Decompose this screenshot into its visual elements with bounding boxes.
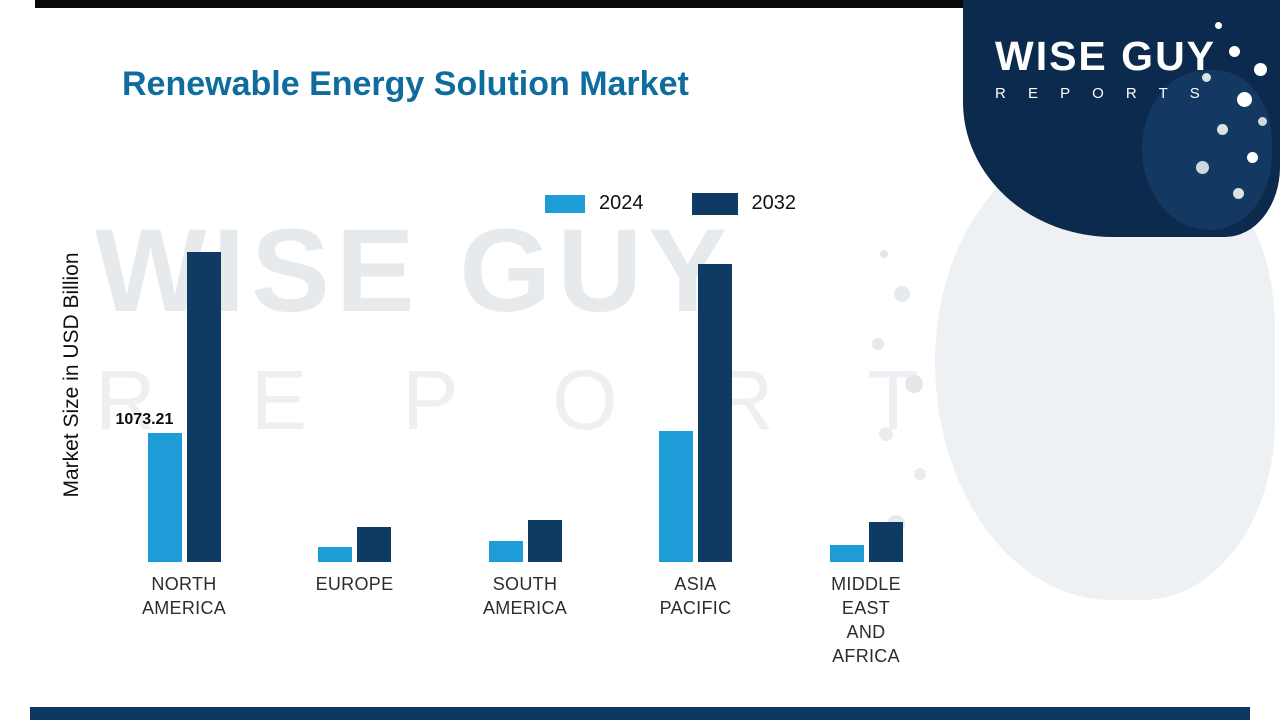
category-label-asia-pacific: ASIA PACIFIC [659,574,732,618]
bar-2032-asia-pacific [698,264,732,562]
bar-2032-middle-east-and-africa [868,522,903,562]
page-title: Renewable Energy Solution Market [122,64,689,103]
bar-2032-south-america [527,520,562,562]
bottom-accent-bar [30,707,1250,720]
bar-group-north-america: 1073.21 NORTH AMERICA [100,250,268,668]
bar-2024-middle-east-and-africa [829,545,864,562]
category-label-north-america: NORTH AMERICA [141,574,227,618]
top-accent-bar [35,0,963,8]
logo-text: WISE GUY R E P O R T S [995,33,1217,103]
bars-area: 1073.21 NORTH AMERICA EUROPE SOUTH AMERICA A… [100,250,950,668]
bar-2032-north-america [186,252,221,562]
logo-dots-pattern [1215,22,1222,29]
wise-guy-reports-logo: WISE GUY R E P O R T S [963,0,1280,237]
y-axis-label: Market Size in USD Billion [60,252,83,498]
logo-name: WISE GUY [995,33,1217,79]
category-label-europe: EUROPE [315,574,394,594]
bar-2032-europe [357,527,391,562]
dots-watermark [880,250,888,258]
legend-swatch-2032 [691,192,738,215]
category-label-south-america: SOUTH AMERICA [482,574,568,618]
legend-swatch-2024 [545,194,585,213]
watermark-line2: R E P O R T S [95,353,1105,447]
bar-stack: 1073.21 [116,250,221,562]
legend-label: 2024 [599,192,644,214]
bar-value-label: 1073.21 [115,411,174,428]
bar-group-asia-pacific: ASIA PACIFIC [612,250,780,668]
logo-subtitle: R E P O R T S [995,85,1209,102]
bar-group-europe: EUROPE [271,250,439,668]
legend-item-2032: 2032 [691,192,797,215]
legend-item-2024: 2024 [545,192,644,215]
legend: 2024 2032 [545,192,796,215]
bar-2024-europe [318,547,352,562]
legend-label: 2032 [751,192,797,214]
bar-stack [488,250,562,562]
bar-2024-south-america [488,541,523,562]
bar-stack [829,250,903,562]
bar-2024-asia-pacific [659,431,693,562]
bar-stack [318,250,391,562]
bar-stack [659,250,732,562]
bar-group-south-america: SOUTH AMERICA [441,250,609,668]
logo-face-silhouette [1142,70,1272,230]
bar-group-middle-east-and-africa: MIDDLE EAST AND AFRICA [782,250,950,668]
category-label-middle-east-and-africa: MIDDLE EAST AND AFRICA [831,574,901,666]
bar-2024-north-america [147,433,182,562]
